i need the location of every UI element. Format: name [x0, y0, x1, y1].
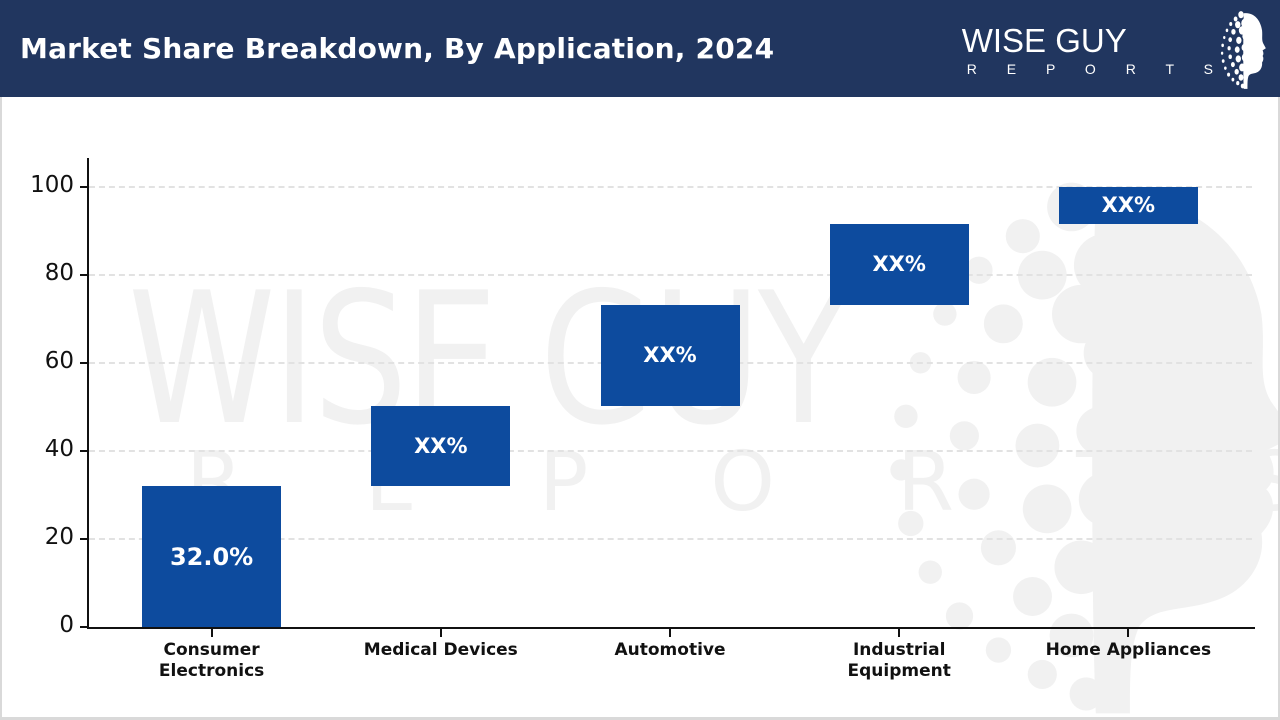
- category-label-line: Home Appliances: [1045, 640, 1212, 660]
- bar-home-appliances: XX%: [1058, 187, 1198, 224]
- bar-automotive: XX%: [600, 304, 740, 406]
- category-label-line: Industrial: [852, 640, 946, 660]
- gridline-40: [89, 450, 1252, 452]
- logo-reports: R E P O R T S: [966, 61, 1226, 77]
- y-tick-0: [80, 626, 88, 628]
- gridline-20: [89, 538, 1252, 540]
- logo-wordmark: WISE GUY: [961, 22, 1127, 59]
- y-tick-60: [80, 362, 88, 364]
- y-tick-label-60: 60: [44, 348, 74, 374]
- x-tick-medical-devices: [439, 629, 442, 637]
- category-label-home-appliances: Home Appliances: [1036, 640, 1220, 661]
- gridline-80: [89, 274, 1252, 276]
- category-label-line: Consumer: [163, 640, 260, 660]
- x-tick-consumer-electronics: [210, 629, 213, 637]
- bar-value-label-home-appliances: XX%: [1101, 193, 1156, 218]
- bar-value-label-medical-devices: XX%: [414, 433, 468, 458]
- y-tick-label-20: 20: [44, 524, 74, 550]
- x-tick-home-appliances: [1127, 629, 1130, 637]
- bar-value-label-automotive: XX%: [643, 343, 697, 368]
- bar-medical-devices: XX%: [371, 405, 511, 487]
- y-tick-label-0: 0: [59, 612, 74, 638]
- y-tick-40: [80, 450, 88, 452]
- category-label-line: Automotive: [614, 640, 726, 660]
- y-tick-20: [80, 538, 88, 540]
- page-border-right: [1278, 97, 1280, 720]
- logo-text: WISE GUY R E P O R T S: [962, 24, 1226, 76]
- category-label-line: Medical Devices: [363, 640, 518, 660]
- y-tick-label-40: 40: [44, 436, 74, 462]
- logo: WISE GUY R E P O R T S: [962, 8, 1268, 92]
- page-border-left: [0, 97, 2, 720]
- y-tick-80: [80, 274, 88, 276]
- y-tick-label-80: 80: [44, 260, 74, 286]
- category-label-line: Electronics: [158, 661, 265, 682]
- bar-consumer-electronics: 32.0%: [142, 486, 282, 627]
- category-label-medical-devices: Medical Devices: [349, 640, 533, 661]
- y-tick-100: [80, 186, 88, 188]
- x-tick-industrial-equipment: [898, 629, 901, 637]
- x-axis-line: [87, 627, 1255, 629]
- bar-value-label-industrial-equipment: XX%: [872, 252, 926, 277]
- x-tick-automotive: [669, 629, 671, 637]
- category-label-industrial-equipment: Industrial Equipment: [807, 640, 991, 683]
- y-tick-label-100: 100: [30, 172, 74, 198]
- page-title: Market Share Breakdown, By Application, …: [20, 32, 775, 65]
- gridline-100: [89, 186, 1252, 188]
- bar-industrial-equipment: XX%: [829, 223, 969, 305]
- y-axis-line: [87, 158, 89, 629]
- category-label-consumer-electronics: Consumer Electronics: [120, 640, 304, 683]
- category-label-automotive: Automotive: [578, 640, 762, 661]
- logo-head-icon: [1220, 11, 1266, 89]
- page-border-bottom: [0, 717, 1280, 720]
- category-label-line: Equipment: [847, 661, 951, 682]
- bar-value-label-consumer-electronics: 32.0%: [169, 542, 254, 571]
- header-bar: Market Share Breakdown, By Application, …: [0, 0, 1280, 97]
